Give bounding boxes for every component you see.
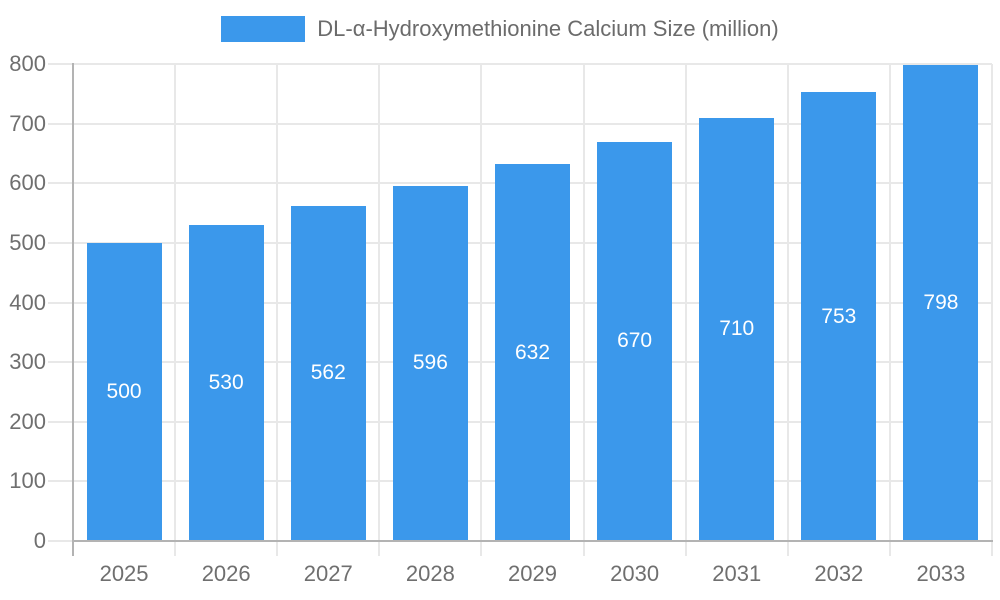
bar bbox=[597, 141, 673, 541]
bar bbox=[903, 65, 979, 541]
chart-legend: DL-α-Hydroxymethionine Calcium Size (mil… bbox=[0, 16, 1000, 42]
h-gridline bbox=[48, 122, 992, 125]
y-axis-tick-label: 600 bbox=[9, 170, 46, 196]
v-gridline bbox=[480, 64, 483, 556]
bar bbox=[801, 92, 877, 541]
y-axis-tick-label: 700 bbox=[9, 110, 46, 136]
v-gridline bbox=[378, 64, 381, 556]
h-gridline bbox=[48, 63, 992, 65]
v-gridline bbox=[786, 64, 789, 556]
y-axis-tick-label: 200 bbox=[9, 408, 46, 434]
v-gridline bbox=[684, 64, 687, 556]
bar bbox=[699, 117, 775, 541]
y-axis-tick-label: 400 bbox=[9, 289, 46, 315]
bar-value-label: 798 bbox=[923, 291, 959, 315]
bar-value-label: 710 bbox=[719, 317, 755, 341]
bar-value-label: 670 bbox=[617, 329, 653, 353]
bar bbox=[392, 185, 468, 541]
bar bbox=[495, 164, 570, 541]
legend-label: DL-α-Hydroxymethionine Calcium Size (mil… bbox=[317, 16, 779, 41]
x-axis-tick-label: 2029 bbox=[508, 561, 557, 586]
v-gridline bbox=[582, 64, 585, 556]
bar-value-label: 562 bbox=[310, 361, 346, 385]
v-gridline bbox=[991, 64, 993, 556]
bar bbox=[290, 205, 366, 541]
v-gridline bbox=[174, 64, 177, 556]
bar-value-label: 753 bbox=[821, 304, 857, 328]
y-axis-tick-label: 300 bbox=[9, 349, 46, 375]
bar-value-label: 596 bbox=[412, 351, 448, 375]
y-axis-line bbox=[71, 63, 74, 556]
bar-value-label: 500 bbox=[106, 379, 142, 403]
bar-value-label: 530 bbox=[208, 370, 244, 394]
x-axis-tick-label: 2028 bbox=[405, 561, 455, 586]
x-axis-tick-label: 2030 bbox=[610, 561, 660, 586]
x-axis-tick-label: 2033 bbox=[916, 561, 966, 586]
y-axis-tick-label: 800 bbox=[9, 51, 46, 76]
x-axis-line bbox=[71, 540, 993, 542]
bar-value-label: 632 bbox=[514, 340, 551, 364]
x-axis-tick-label: 2031 bbox=[712, 561, 762, 586]
x-axis-tick-label: 2025 bbox=[99, 561, 149, 586]
y-axis-tick-label: 100 bbox=[9, 468, 46, 494]
legend-swatch bbox=[221, 16, 306, 42]
x-axis-tick-label: 2027 bbox=[303, 561, 353, 586]
v-gridline bbox=[276, 64, 279, 556]
bar bbox=[188, 224, 264, 541]
bar bbox=[86, 242, 162, 541]
y-axis-tick-label: 500 bbox=[9, 229, 46, 255]
v-gridline bbox=[888, 64, 891, 556]
x-axis-tick-label: 2026 bbox=[201, 561, 251, 586]
y-axis-tick-label: 0 bbox=[33, 528, 46, 553]
x-axis-tick-label: 2032 bbox=[814, 561, 864, 586]
